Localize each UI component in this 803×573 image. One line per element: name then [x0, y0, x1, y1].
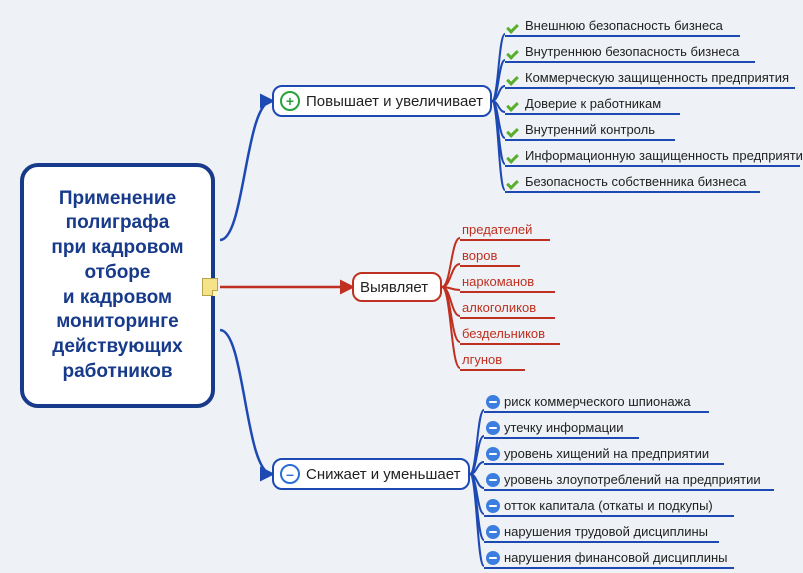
- leaf-item[interactable]: утечку информации: [484, 420, 639, 439]
- leaf-label: отток капитала (откаты и подкупы): [504, 498, 713, 513]
- leaf-label: Доверие к работникам: [525, 96, 661, 111]
- leaf-item[interactable]: Внешнюю безопасность бизнеса: [505, 18, 740, 37]
- leaf-label: алкоголиков: [462, 300, 536, 315]
- leaf-label: утечку информации: [504, 420, 624, 435]
- leaf-item[interactable]: риск коммерческого шпионажа: [484, 394, 709, 413]
- check-icon: [507, 97, 521, 111]
- leaf-item[interactable]: нарушения финансовой дисциплины: [484, 550, 734, 569]
- check-icon: [507, 123, 521, 137]
- check-icon: [507, 175, 521, 189]
- leaf-item[interactable]: воров: [460, 248, 520, 267]
- minus-icon: [486, 525, 500, 539]
- leaf-item[interactable]: Информационную защищенность предприятия: [505, 148, 800, 167]
- minus-icon: [486, 447, 500, 461]
- leaf-label: нарушения финансовой дисциплины: [504, 550, 728, 565]
- leaf-label: Безопасность собственника бизнеса: [525, 174, 746, 189]
- leaf-label: наркоманов: [462, 274, 534, 289]
- branch-node-decreases[interactable]: Снижает и уменьшает: [272, 458, 470, 490]
- leaf-label: риск коммерческого шпионажа: [504, 394, 691, 409]
- check-icon: [507, 19, 521, 33]
- branch-node-detects[interactable]: Выявляет: [352, 272, 442, 302]
- leaf-item[interactable]: уровень злоупотреблений на предприятии: [484, 472, 774, 491]
- minus-icon: [280, 464, 300, 484]
- leaf-item[interactable]: предателей: [460, 222, 550, 241]
- minus-icon: [486, 421, 500, 435]
- note-icon[interactable]: [202, 278, 218, 296]
- branch-label: Выявляет: [360, 279, 428, 296]
- leaf-item[interactable]: Безопасность собственника бизнеса: [505, 174, 760, 193]
- check-icon: [507, 149, 521, 163]
- check-icon: [507, 71, 521, 85]
- leaf-item[interactable]: Коммерческую защищенность предприятия: [505, 70, 795, 89]
- leaf-item[interactable]: уровень хищений на предприятии: [484, 446, 724, 465]
- leaf-item[interactable]: лгунов: [460, 352, 525, 371]
- leaf-item[interactable]: Внутренний контроль: [505, 122, 675, 141]
- leaf-item[interactable]: Внутреннюю безопасность бизнеса: [505, 44, 755, 63]
- root-label: Применение полиграфа при кадровом отборе…: [34, 187, 201, 385]
- leaf-item[interactable]: бездельников: [460, 326, 560, 345]
- leaf-label: предателей: [462, 222, 532, 237]
- leaf-label: уровень хищений на предприятии: [504, 446, 709, 461]
- leaf-item[interactable]: нарушения трудовой дисциплины: [484, 524, 719, 543]
- leaf-item[interactable]: наркоманов: [460, 274, 555, 293]
- minus-icon: [486, 499, 500, 513]
- leaf-item[interactable]: Доверие к работникам: [505, 96, 680, 115]
- leaf-label: воров: [462, 248, 497, 263]
- branch-label: Повышает и увеличивает: [306, 93, 483, 110]
- leaf-label: нарушения трудовой дисциплины: [504, 524, 708, 539]
- leaf-label: Внутреннюю безопасность бизнеса: [525, 44, 739, 59]
- leaf-label: уровень злоупотреблений на предприятии: [504, 472, 761, 487]
- leaf-label: бездельников: [462, 326, 545, 341]
- leaf-label: Внешнюю безопасность бизнеса: [525, 18, 723, 33]
- branch-label: Снижает и уменьшает: [306, 466, 460, 483]
- mindmap-stage: { "canvas": { "width": 803, "height": 57…: [0, 0, 803, 573]
- leaf-item[interactable]: алкоголиков: [460, 300, 555, 319]
- minus-icon: [486, 395, 500, 409]
- plus-icon: [280, 91, 300, 111]
- check-icon: [507, 45, 521, 59]
- minus-icon: [486, 551, 500, 565]
- branch-node-increases[interactable]: Повышает и увеличивает: [272, 85, 492, 117]
- leaf-label: Информационную защищенность предприятия: [525, 148, 803, 163]
- minus-icon: [486, 473, 500, 487]
- leaf-item[interactable]: отток капитала (откаты и подкупы): [484, 498, 734, 517]
- root-node[interactable]: Применение полиграфа при кадровом отборе…: [20, 163, 215, 408]
- leaf-label: лгунов: [462, 352, 502, 367]
- leaf-label: Коммерческую защищенность предприятия: [525, 70, 789, 85]
- leaf-label: Внутренний контроль: [525, 122, 655, 137]
